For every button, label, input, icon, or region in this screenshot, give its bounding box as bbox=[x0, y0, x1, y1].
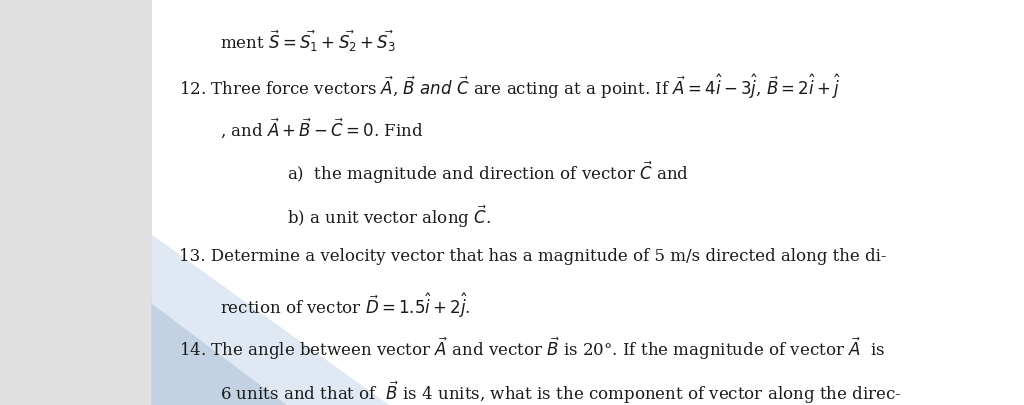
Text: , and $\vec{A} + \vec{B} - \vec{C} = 0$. Find: , and $\vec{A} + \vec{B} - \vec{C} = 0$.… bbox=[220, 116, 424, 140]
Text: 12. Three force vectors $\vec{A}$, $\vec{B}$ $\mathit{and}$ $\vec{C}$ are acting: 12. Three force vectors $\vec{A}$, $\vec… bbox=[179, 72, 841, 100]
Text: 6 units and that of  $\vec{B}$ is 4 units, what is the component of vector along: 6 units and that of $\vec{B}$ is 4 units… bbox=[220, 378, 901, 405]
Text: a)  the magnitude and direction of vector $\vec{C}$ and: a) the magnitude and direction of vector… bbox=[287, 160, 689, 186]
Polygon shape bbox=[152, 235, 389, 405]
Bar bbox=[152, 0, 1024, 405]
Text: rection of vector $\vec{D} = 1.5\hat{i} + 2\hat{j}$.: rection of vector $\vec{D} = 1.5\hat{i} … bbox=[220, 291, 471, 319]
Text: 13. Determine a velocity vector that has a magnitude of 5 m/s directed along the: 13. Determine a velocity vector that has… bbox=[179, 247, 887, 264]
Polygon shape bbox=[152, 304, 287, 405]
Text: b) a unit vector along $\vec{C}$.: b) a unit vector along $\vec{C}$. bbox=[287, 203, 490, 230]
Bar bbox=[0, 0, 152, 405]
Text: ment $\vec{S} = \vec{S_1} + \vec{S_2} + \vec{S_3}$: ment $\vec{S} = \vec{S_1} + \vec{S_2} + … bbox=[220, 28, 396, 54]
Text: 14. The angle between vector $\vec{A}$ and vector $\vec{B}$ is 20°. If the magni: 14. The angle between vector $\vec{A}$ a… bbox=[179, 335, 886, 361]
